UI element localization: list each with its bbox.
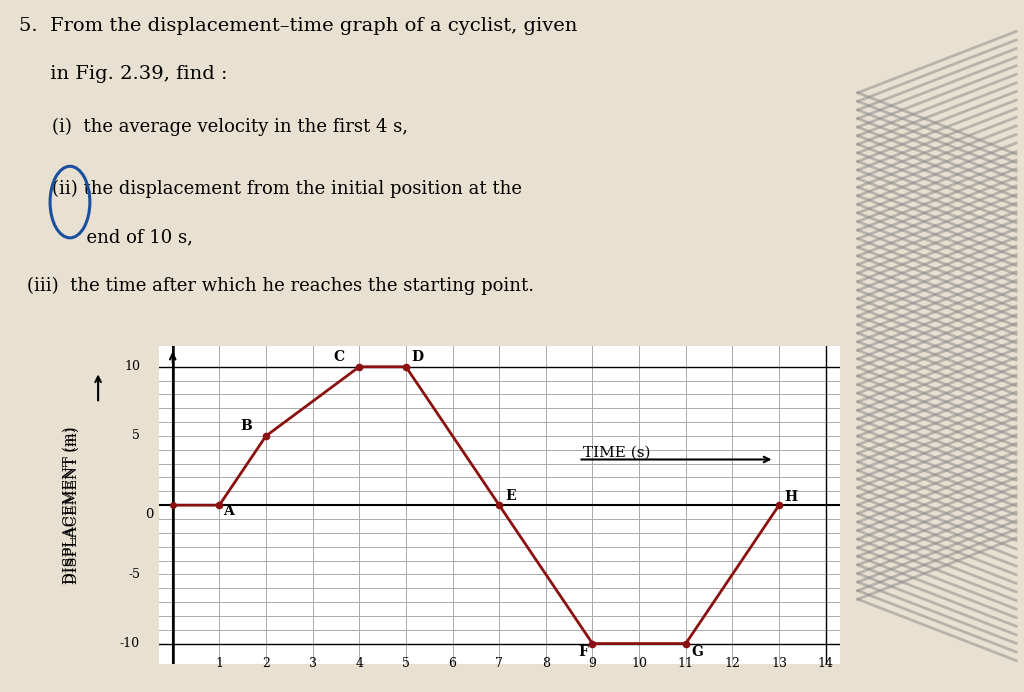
Text: (i)  the average velocity in the first 4 s,: (i) the average velocity in the first 4 …	[52, 118, 408, 136]
Text: 8: 8	[542, 657, 550, 671]
Text: (iii)  the time after which he reaches the starting point.: (iii) the time after which he reaches th…	[27, 277, 534, 295]
Text: 10: 10	[631, 657, 647, 671]
Text: 13: 13	[771, 657, 787, 671]
Text: -5: -5	[128, 568, 140, 581]
Text: in Fig. 2.39, find :: in Fig. 2.39, find :	[18, 66, 227, 84]
Text: 6: 6	[449, 657, 457, 671]
Text: TIME (s): TIME (s)	[583, 446, 650, 459]
Text: F: F	[579, 645, 589, 659]
Text: H: H	[784, 490, 798, 504]
Text: D: D	[412, 350, 424, 364]
Text: end of 10 s,: end of 10 s,	[52, 228, 193, 246]
Text: 5: 5	[132, 430, 140, 442]
Text: 4: 4	[355, 657, 364, 671]
Text: 1: 1	[215, 657, 223, 671]
Text: C: C	[334, 350, 345, 364]
Text: (ii) the displacement from the initial position at the: (ii) the displacement from the initial p…	[52, 179, 521, 197]
Text: 12: 12	[724, 657, 740, 671]
Text: DISPLACEMENT (m): DISPLACEMENT (m)	[63, 426, 77, 584]
Text: 11: 11	[678, 657, 694, 671]
Text: 9: 9	[589, 657, 596, 671]
Text: 0: 0	[145, 508, 154, 520]
Text: DISPLACEMENT (m): DISPLACEMENT (m)	[66, 426, 79, 584]
Text: 7: 7	[496, 657, 503, 671]
Text: 2: 2	[262, 657, 270, 671]
Text: G: G	[691, 645, 703, 659]
Text: 5.  From the displacement–time graph of a cyclist, given: 5. From the displacement–time graph of a…	[18, 17, 577, 35]
Text: -10: -10	[120, 637, 140, 650]
Text: 3: 3	[308, 657, 316, 671]
Text: 14: 14	[818, 657, 834, 671]
Text: A: A	[223, 504, 233, 518]
Text: 10: 10	[124, 361, 140, 373]
Text: B: B	[241, 419, 252, 433]
Text: E: E	[505, 489, 515, 502]
Text: 5: 5	[402, 657, 410, 671]
